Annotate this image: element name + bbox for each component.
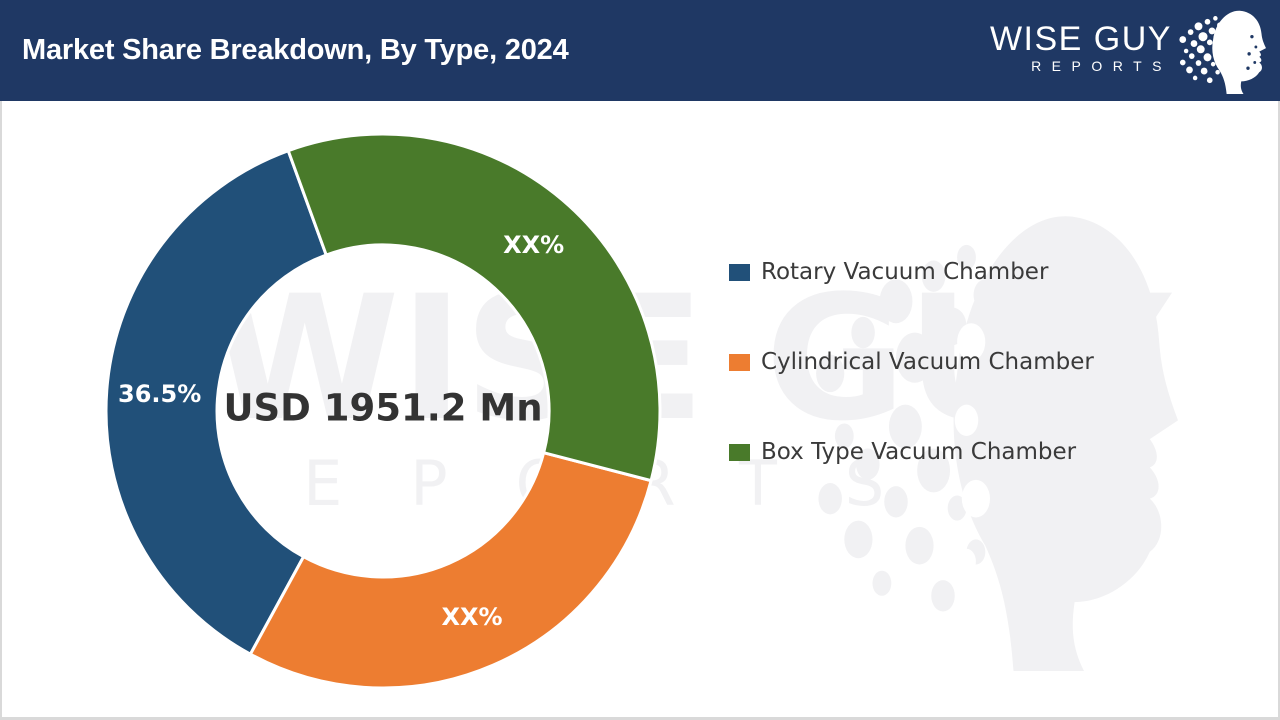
brand-face-icon bbox=[1179, 10, 1266, 94]
legend-item-box-type-vacuum-chamber: Box Type Vacuum Chamber bbox=[729, 438, 1076, 466]
legend-swatch-cylindrical-vacuum-chamber bbox=[729, 353, 750, 371]
slice-label-cylindrical-vacuum-chamber: XX% bbox=[441, 602, 503, 631]
slice-rotary-vacuum-chamber bbox=[104, 149, 328, 656]
brand-tagline: REPORTS bbox=[1031, 58, 1172, 75]
page-title: Market Share Breakdown, By Type, 2024 bbox=[22, 34, 569, 66]
slice-box-type-vacuum-chamber bbox=[286, 132, 662, 483]
brand-logo: WISE GUY REPORTS bbox=[990, 6, 1266, 96]
legend-label-rotary-vacuum-chamber: Rotary Vacuum Chamber bbox=[761, 259, 1049, 285]
donut-chart bbox=[104, 132, 662, 690]
slice-cylindrical-vacuum-chamber bbox=[248, 451, 653, 690]
slice-label-rotary-vacuum-chamber: 36.5% bbox=[117, 380, 202, 409]
header: Market Share Breakdown, By Type, 2024 WI… bbox=[0, 0, 1280, 101]
legend-label-box-type-vacuum-chamber: Box Type Vacuum Chamber bbox=[761, 439, 1077, 465]
legend-label-cylindrical-vacuum-chamber: Cylindrical Vacuum Chamber bbox=[761, 349, 1094, 375]
slice-label-box-type-vacuum-chamber: XX% bbox=[503, 231, 565, 260]
chart-area: WISE GUY REPORTS USD 1951.2 Mn 36.5%XX%X… bbox=[0, 101, 1280, 720]
legend-item-rotary-vacuum-chamber: Rotary Vacuum Chamber bbox=[729, 258, 1048, 286]
brand-wordmark: WISE GUY bbox=[989, 19, 1172, 58]
legend-item-cylindrical-vacuum-chamber: Cylindrical Vacuum Chamber bbox=[729, 348, 1094, 376]
legend-swatch-rotary-vacuum-chamber bbox=[729, 263, 750, 281]
brand-logo-text: WISE GUY REPORTS bbox=[989, 19, 1172, 75]
legend-swatch-box-type-vacuum-chamber bbox=[729, 443, 750, 461]
chart-center-value: USD 1951.2 Mn bbox=[223, 386, 543, 430]
